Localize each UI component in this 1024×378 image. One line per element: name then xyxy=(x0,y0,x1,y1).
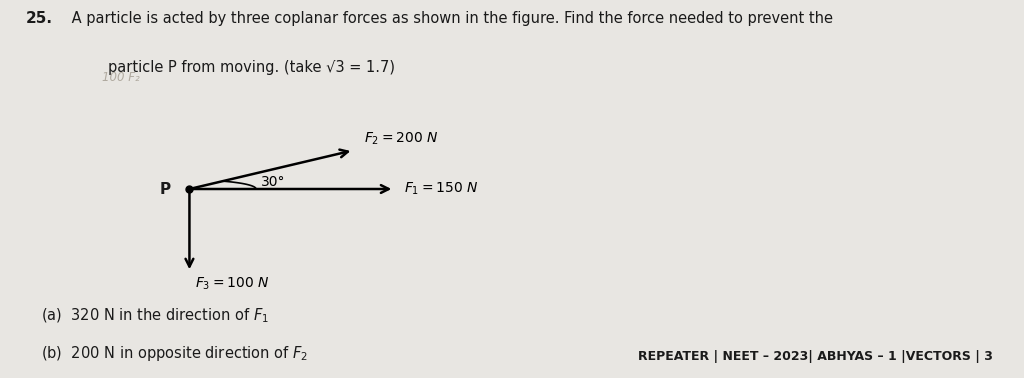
Text: 25.: 25. xyxy=(26,11,52,26)
Text: $F_2 = 200\ N$: $F_2 = 200\ N$ xyxy=(364,130,438,147)
Text: P: P xyxy=(160,181,171,197)
Text: $F_1 = 150\ N$: $F_1 = 150\ N$ xyxy=(404,181,479,197)
Text: $F_3 = 100\ N$: $F_3 = 100\ N$ xyxy=(195,276,269,292)
Text: 100 F₂: 100 F₂ xyxy=(102,71,140,84)
Text: (a)  320 N in the direction of $F_1$: (a) 320 N in the direction of $F_1$ xyxy=(41,307,269,325)
Text: (b)  200 N in opposite direction of $F_2$: (b) 200 N in opposite direction of $F_2$ xyxy=(41,344,308,363)
Text: REPEATER | NEET – 2023| ABHYAS – 1 |VECTORS | 3: REPEATER | NEET – 2023| ABHYAS – 1 |VECT… xyxy=(638,350,993,363)
Text: 30°: 30° xyxy=(261,175,286,189)
Text: A particle is acted by three coplanar forces as shown in the figure. Find the fo: A particle is acted by three coplanar fo… xyxy=(67,11,833,26)
Text: particle P from moving. (take √3 = 1.7): particle P from moving. (take √3 = 1.7) xyxy=(108,60,394,76)
